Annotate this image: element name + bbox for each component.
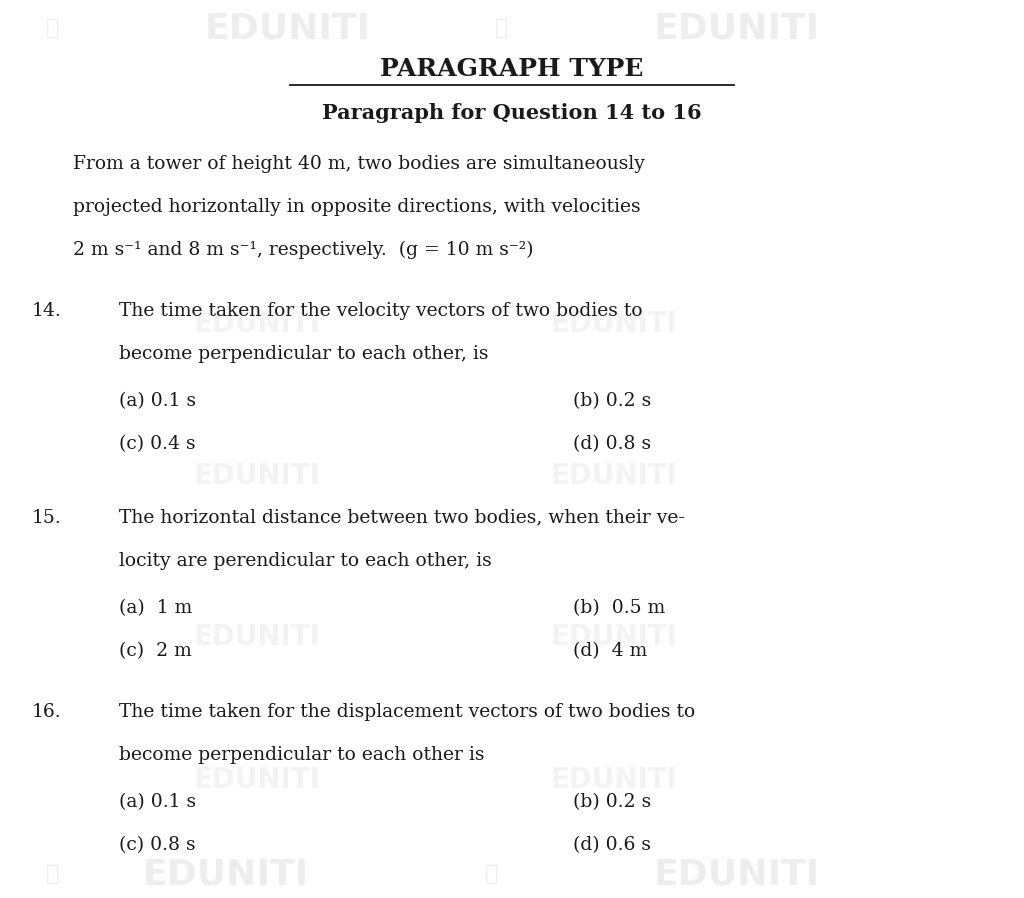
Text: 16.: 16. [32,703,61,721]
Text: EDUNITI: EDUNITI [653,12,820,45]
Text: (d) 0.8 s: (d) 0.8 s [573,436,651,453]
Text: The time taken for the velocity vectors of two bodies to: The time taken for the velocity vectors … [119,302,642,320]
Text: EDUNITI: EDUNITI [551,462,678,489]
Text: EDUNITI: EDUNITI [194,310,321,338]
Text: locity are perendicular to each other, is: locity are perendicular to each other, i… [119,551,492,569]
Text: (b) 0.2 s: (b) 0.2 s [573,793,651,811]
Text: EDUNITI: EDUNITI [653,858,820,891]
Text: Ⓜ: Ⓜ [485,864,499,885]
Text: EDUNITI: EDUNITI [194,462,321,489]
Text: EDUNITI: EDUNITI [204,12,371,45]
Text: (c)  2 m: (c) 2 m [119,642,191,660]
Text: (a) 0.1 s: (a) 0.1 s [119,392,196,410]
Text: PARAGRAPH TYPE: PARAGRAPH TYPE [380,57,644,81]
Text: EDUNITI: EDUNITI [551,310,678,338]
Text: The horizontal distance between two bodies, when their ve-: The horizontal distance between two bodi… [119,509,685,527]
Text: (b)  0.5 m: (b) 0.5 m [573,599,666,617]
Text: become perpendicular to each other, is: become perpendicular to each other, is [119,345,488,363]
Text: 2 m s⁻¹ and 8 m s⁻¹, respectively.  (g = 10 m s⁻²): 2 m s⁻¹ and 8 m s⁻¹, respectively. (g = … [73,242,534,260]
Text: EDUNITI: EDUNITI [551,623,678,651]
Text: EDUNITI: EDUNITI [194,766,321,794]
Text: The time taken for the displacement vectors of two bodies to: The time taken for the displacement vect… [119,703,695,721]
Text: (d)  4 m: (d) 4 m [573,642,647,660]
Text: Paragraph for Question 14 to 16: Paragraph for Question 14 to 16 [323,103,701,123]
Text: (c) 0.4 s: (c) 0.4 s [119,436,196,453]
Text: projected horizontally in opposite directions, with velocities: projected horizontally in opposite direc… [73,198,640,216]
Text: 14.: 14. [32,302,61,320]
Text: (b) 0.2 s: (b) 0.2 s [573,392,651,410]
Text: Ⓜ: Ⓜ [46,18,59,39]
Text: (d) 0.6 s: (d) 0.6 s [573,836,651,854]
Text: Ⓜ: Ⓜ [46,864,59,885]
Text: Ⓜ: Ⓜ [495,18,509,39]
Text: EDUNITI: EDUNITI [143,858,309,891]
Text: EDUNITI: EDUNITI [194,623,321,651]
Text: 15.: 15. [32,509,61,527]
Text: become perpendicular to each other is: become perpendicular to each other is [119,746,484,764]
Text: (c) 0.8 s: (c) 0.8 s [119,836,196,854]
Text: (a)  1 m: (a) 1 m [119,599,193,617]
Text: From a tower of height 40 m, two bodies are simultaneously: From a tower of height 40 m, two bodies … [73,155,645,173]
Text: EDUNITI: EDUNITI [551,766,678,794]
Text: (a) 0.1 s: (a) 0.1 s [119,793,196,811]
